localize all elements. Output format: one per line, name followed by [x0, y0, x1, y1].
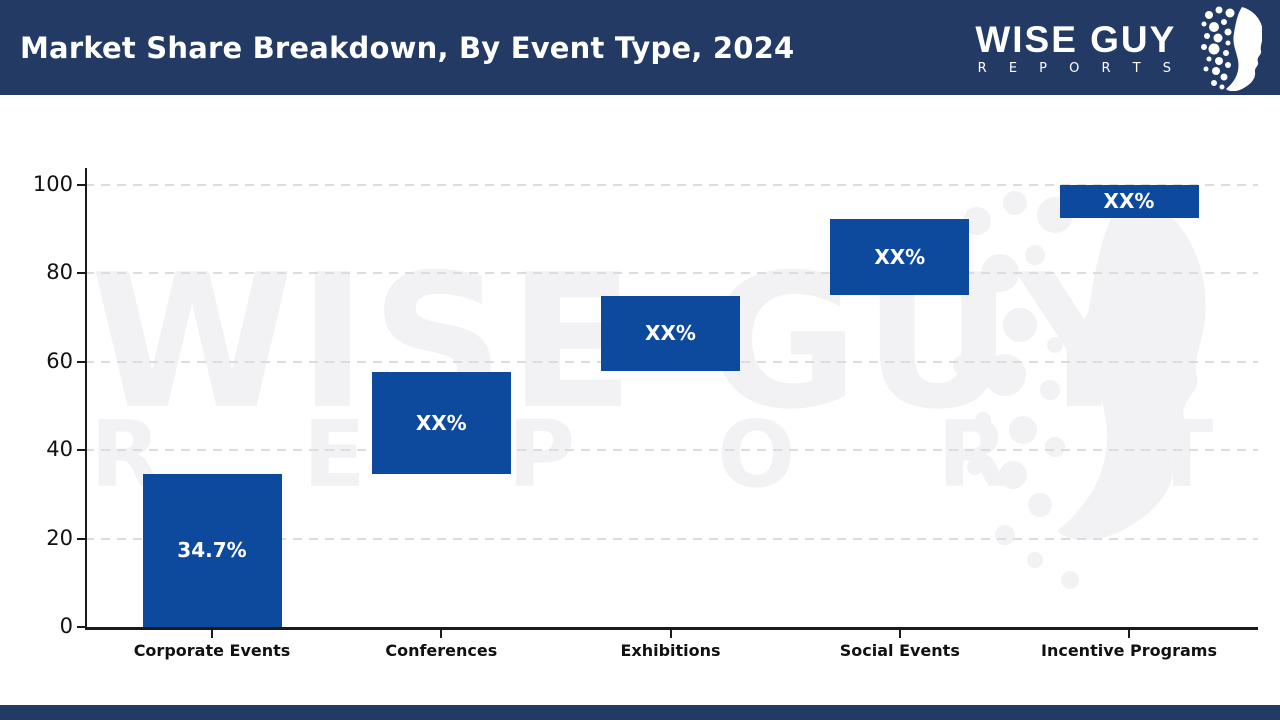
- bar-incentive-programs: XX%: [1059, 185, 1199, 218]
- y-tick-label: 100: [32, 172, 73, 196]
- footer-bar: [0, 705, 1280, 720]
- header-bar: Market Share Breakdown, By Event Type, 2…: [0, 0, 1280, 95]
- y-tick-mark: [77, 537, 85, 540]
- x-tick-mark: [1128, 630, 1130, 638]
- logo-text: WISE GUY R E P O R T S: [972, 21, 1180, 75]
- x-tick-mark: [211, 630, 213, 638]
- x-axis-line: [85, 627, 1258, 630]
- category-label: Incentive Programs: [1041, 641, 1217, 660]
- logo-head-icon: [1201, 6, 1262, 91]
- y-tick-label: 0: [59, 614, 73, 638]
- x-tick-mark: [898, 630, 901, 638]
- x-tick-mark: [669, 630, 672, 638]
- logo-subtitle: R E P O R T S: [977, 60, 1180, 76]
- bar-corporate-events: 34.7%: [142, 473, 282, 627]
- bar-social-events: XX%: [830, 218, 970, 296]
- y-tick-label: 80: [46, 260, 73, 285]
- gridline-40: [85, 449, 1258, 452]
- category-label: Exhibitions: [620, 641, 721, 660]
- bar-exhibitions: XX%: [601, 295, 740, 371]
- x-tick-mark: [440, 630, 443, 638]
- category-label: Social Events: [839, 641, 960, 660]
- y-axis-line: [85, 168, 87, 629]
- category-label: Conferences: [385, 641, 498, 660]
- y-tick-label: 60: [46, 348, 73, 373]
- bar-conferences: XX%: [371, 371, 511, 474]
- bar-value-label: XX%: [645, 321, 696, 346]
- y-tick-label: 40: [46, 437, 73, 462]
- bar-value-label: XX%: [1103, 189, 1155, 214]
- bar-value-label: 34.7%: [177, 538, 247, 563]
- chart-title: Market Share Breakdown, By Event Type, 2…: [20, 30, 795, 65]
- y-tick-mark: [77, 626, 85, 628]
- bar-value-label: XX%: [874, 245, 926, 270]
- gridline-100: [85, 184, 1258, 186]
- y-tick-mark: [77, 449, 85, 452]
- y-tick-label: 20: [46, 525, 73, 550]
- gridline-80: [85, 272, 1258, 275]
- wise-guy-reports-logo: WISE GUY R E P O R T S: [972, 5, 1262, 91]
- category-label: Corporate Events: [133, 641, 291, 660]
- y-tick-mark: [77, 272, 85, 275]
- y-tick-mark: [77, 184, 85, 186]
- logo-wordmark: WISE GUY: [975, 18, 1177, 60]
- y-tick-mark: [77, 360, 85, 363]
- bar-value-label: XX%: [415, 410, 467, 435]
- gridline-20: [85, 537, 1258, 540]
